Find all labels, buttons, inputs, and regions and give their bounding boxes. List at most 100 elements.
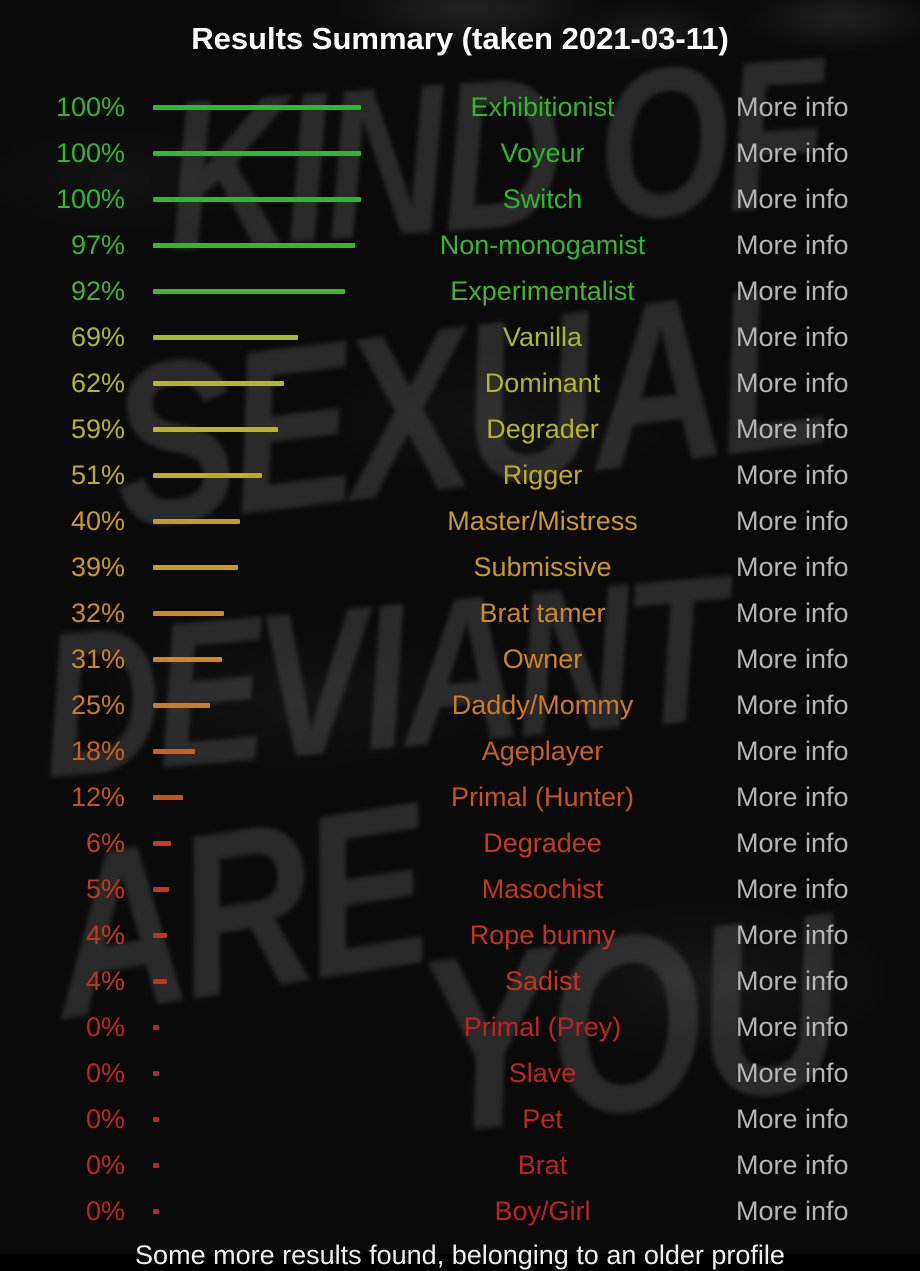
percentage-bar xyxy=(153,288,345,294)
percentage-value: 62% xyxy=(70,367,125,398)
percentage-value: 0% xyxy=(85,1195,125,1226)
more-info-link[interactable]: More info xyxy=(736,643,849,674)
percentage-bar xyxy=(153,518,240,524)
result-label: Master/Mistress xyxy=(447,505,638,536)
percentage-value: 5% xyxy=(85,873,125,904)
result-row: 25% Daddy/Mommy More info xyxy=(0,682,920,728)
result-label: Daddy/Mommy xyxy=(451,689,634,720)
result-row: 18% Ageplayer More info xyxy=(0,728,920,774)
percentage-bar xyxy=(153,702,210,708)
more-info-link[interactable]: More info xyxy=(736,919,849,950)
percentage-value: 31% xyxy=(70,643,125,674)
result-label: Owner xyxy=(502,643,583,674)
more-info-link[interactable]: More info xyxy=(736,965,849,996)
result-label: Degrader xyxy=(486,413,599,444)
more-info-link[interactable]: More info xyxy=(736,229,849,260)
more-info-link[interactable]: More info xyxy=(736,367,849,398)
percentage-value: 0% xyxy=(85,1057,125,1088)
more-info-link[interactable]: More info xyxy=(736,137,849,168)
result-label: Ageplayer xyxy=(481,735,604,766)
result-label: Brat tamer xyxy=(479,597,606,628)
percentage-value: 0% xyxy=(85,1011,125,1042)
result-row: 100% Switch More info xyxy=(0,176,920,222)
percentage-value: 40% xyxy=(70,505,125,536)
percentage-value: 59% xyxy=(70,413,125,444)
percentage-value: 100% xyxy=(55,137,125,168)
result-label: Exhibitionist xyxy=(470,91,615,122)
percentage-bar xyxy=(153,610,224,616)
result-label: Pet xyxy=(522,1103,563,1134)
percentage-bar xyxy=(153,748,195,754)
result-row: 97% Non-monogamist More info xyxy=(0,222,920,268)
percentage-bar xyxy=(153,150,361,156)
percentage-bar xyxy=(153,1070,159,1076)
result-label: Sadist xyxy=(504,965,581,996)
percentage-bar xyxy=(153,564,238,570)
result-row: 6% Degradee More info xyxy=(0,820,920,866)
result-row: 4% Sadist More info xyxy=(0,958,920,1004)
more-info-link[interactable]: More info xyxy=(736,413,849,444)
percentage-value: 97% xyxy=(70,229,125,260)
result-label: Slave xyxy=(508,1057,577,1088)
percentage-value: 39% xyxy=(70,551,125,582)
result-label: Masochist xyxy=(481,873,604,904)
more-info-link[interactable]: More info xyxy=(736,1103,849,1134)
percentage-bar xyxy=(153,1208,159,1214)
result-row: 0% Brat More info xyxy=(0,1142,920,1188)
more-info-link[interactable]: More info xyxy=(736,781,849,812)
percentage-value: 51% xyxy=(70,459,125,490)
percentage-bar xyxy=(153,380,284,386)
footer-partial-text: Some more results found, belonging to an… xyxy=(135,1240,785,1270)
result-row: 62% Dominant More info xyxy=(0,360,920,406)
percentage-bar xyxy=(153,196,361,202)
percentage-value: 0% xyxy=(85,1103,125,1134)
more-info-link[interactable]: More info xyxy=(736,183,849,214)
percentage-bar xyxy=(153,1024,159,1030)
percentage-value: 18% xyxy=(70,735,125,766)
more-info-link[interactable]: More info xyxy=(736,689,849,720)
more-info-link[interactable]: More info xyxy=(736,1011,849,1042)
more-info-link[interactable]: More info xyxy=(736,873,849,904)
percentage-bar xyxy=(153,426,278,432)
percentage-bar xyxy=(153,1116,159,1122)
percentage-value: 32% xyxy=(70,597,125,628)
more-info-link[interactable]: More info xyxy=(736,91,849,122)
more-info-link[interactable]: More info xyxy=(736,1195,849,1226)
more-info-link[interactable]: More info xyxy=(736,1149,849,1180)
more-info-link[interactable]: More info xyxy=(736,505,849,536)
result-row: 5% Masochist More info xyxy=(0,866,920,912)
more-info-link[interactable]: More info xyxy=(736,1057,849,1088)
result-label: Primal (Prey) xyxy=(463,1011,622,1042)
more-info-link[interactable]: More info xyxy=(736,551,849,582)
result-label: Non-monogamist xyxy=(439,229,646,260)
more-info-link[interactable]: More info xyxy=(736,459,849,490)
more-info-link[interactable]: More info xyxy=(736,735,849,766)
result-label: Vanilla xyxy=(502,321,583,352)
percentage-value: 100% xyxy=(55,91,125,122)
percentage-value: 100% xyxy=(55,183,125,214)
result-row: 100% Exhibitionist More info xyxy=(0,84,920,130)
percentage-bar xyxy=(153,794,183,800)
result-label: Primal (Hunter) xyxy=(450,781,635,812)
percentage-bar xyxy=(153,334,298,340)
more-info-link[interactable]: More info xyxy=(736,321,849,352)
result-row: 4% Rope bunny More info xyxy=(0,912,920,958)
percentage-bar xyxy=(153,242,355,248)
result-row: 100% Voyeur More info xyxy=(0,130,920,176)
percentage-value: 25% xyxy=(70,689,125,720)
result-label: Boy/Girl xyxy=(494,1195,591,1226)
percentage-bar xyxy=(153,656,222,662)
percentage-value: 0% xyxy=(85,1149,125,1180)
percentage-bar xyxy=(153,1162,159,1168)
percentage-bar xyxy=(153,978,167,984)
percentage-value: 4% xyxy=(85,919,125,950)
result-row: 0% Slave More info xyxy=(0,1050,920,1096)
result-row: 40% Master/Mistress More info xyxy=(0,498,920,544)
more-info-link[interactable]: More info xyxy=(736,275,849,306)
result-row: 0% Primal (Prey) More info xyxy=(0,1004,920,1050)
result-label: Dominant xyxy=(484,367,601,398)
more-info-link[interactable]: More info xyxy=(736,597,849,628)
result-row: 12% Primal (Hunter) More info xyxy=(0,774,920,820)
more-info-link[interactable]: More info xyxy=(736,827,849,858)
